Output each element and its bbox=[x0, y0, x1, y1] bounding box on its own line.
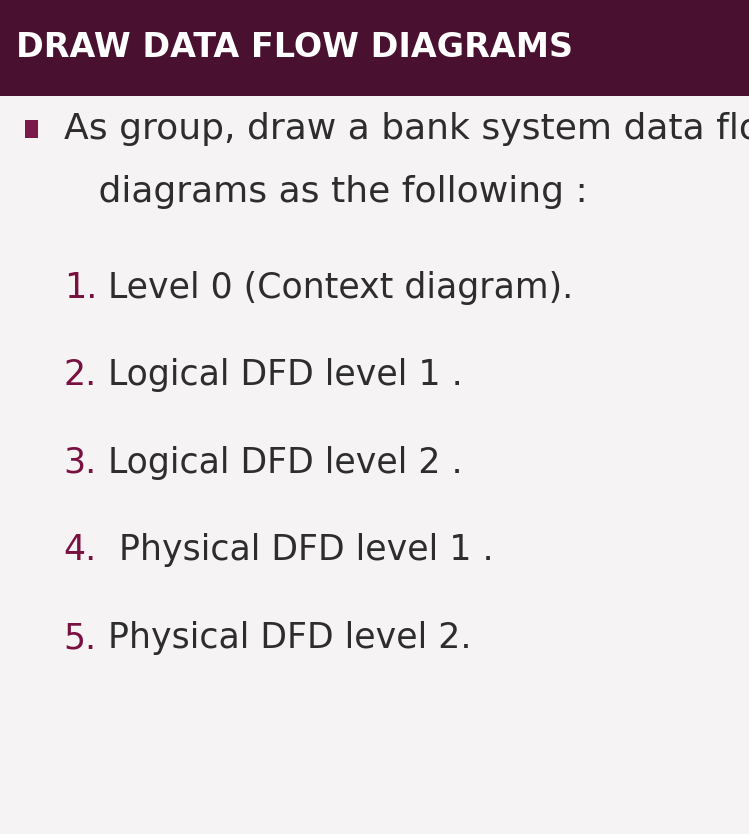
Text: 5.: 5. bbox=[64, 621, 97, 655]
Text: Physical DFD level 1 .: Physical DFD level 1 . bbox=[97, 534, 494, 567]
Text: Level 0 (Context diagram).: Level 0 (Context diagram). bbox=[97, 271, 574, 304]
Text: diagrams as the following :: diagrams as the following : bbox=[64, 175, 587, 208]
Text: As group, draw a bank system data flow: As group, draw a bank system data flow bbox=[64, 113, 749, 146]
Text: Logical DFD level 2 .: Logical DFD level 2 . bbox=[97, 446, 463, 480]
Bar bbox=[25, 120, 38, 138]
Text: 3.: 3. bbox=[64, 446, 97, 480]
Text: 4.: 4. bbox=[64, 534, 97, 567]
Text: 1.: 1. bbox=[64, 271, 97, 304]
Text: Physical DFD level 2.: Physical DFD level 2. bbox=[97, 621, 472, 655]
Text: 2.: 2. bbox=[64, 359, 97, 392]
Text: DRAW DATA FLOW DIAGRAMS: DRAW DATA FLOW DIAGRAMS bbox=[16, 32, 574, 64]
Text: Logical DFD level 1 .: Logical DFD level 1 . bbox=[97, 359, 463, 392]
Bar bbox=[0, 0, 749, 96]
